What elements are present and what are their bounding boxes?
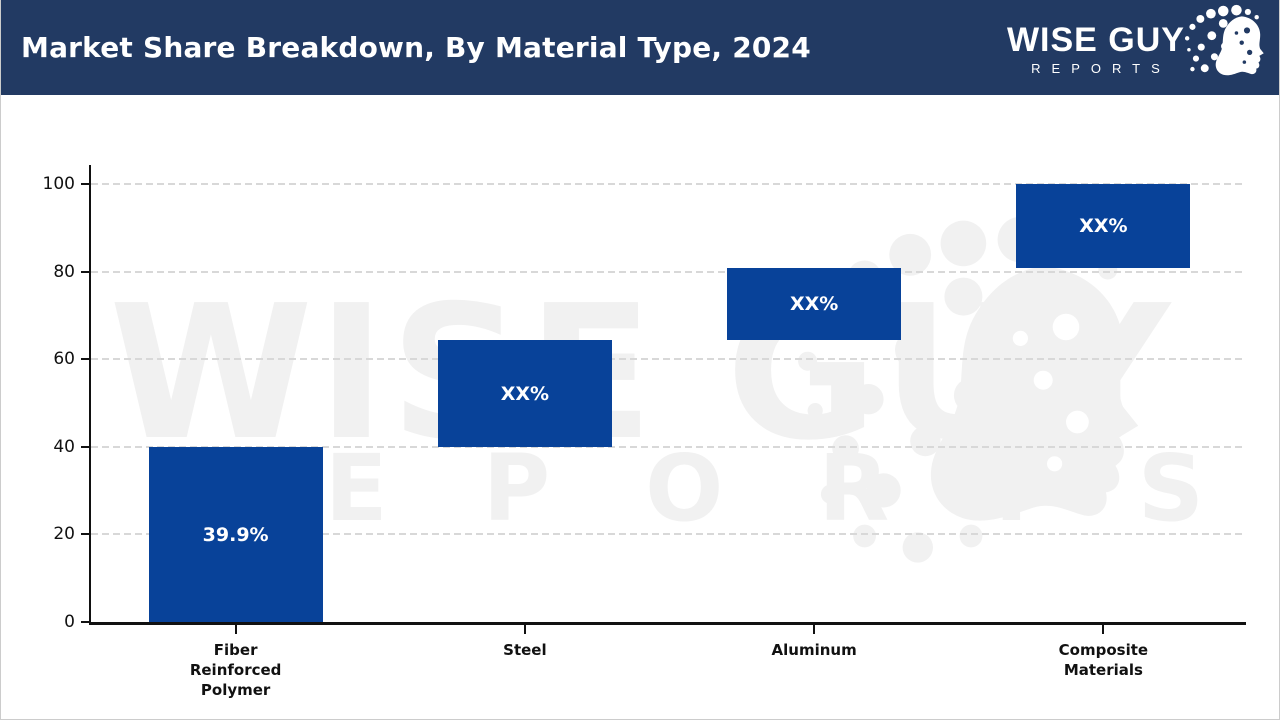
x-axis-tick-fiber-reinforced-polymer xyxy=(234,625,237,634)
x-axis-tick-aluminum xyxy=(813,625,816,634)
bar-value-label: XX% xyxy=(500,382,550,405)
y-axis-label-100: 100 xyxy=(42,173,75,194)
bar-aluminum: XX% xyxy=(727,267,902,340)
y-axis-tick-80 xyxy=(81,270,89,273)
logo-text: WISE GUY REPORTS xyxy=(1007,21,1185,76)
logo-wordmark: WISE GUY xyxy=(1006,20,1185,59)
chart: WISE GUY REPORTS 0 20 40 60 80 100 39.9% Fiber … xyxy=(1,95,1279,719)
y-axis-tick-0 xyxy=(81,621,89,623)
y-axis-label-0: 0 xyxy=(64,612,75,632)
y-axis-tick-60 xyxy=(81,358,89,361)
y-axis-label-20: 20 xyxy=(53,524,75,545)
bar-value-label: XX% xyxy=(1079,214,1128,237)
x-axis-label-composite-materials: Composite Materials xyxy=(1058,641,1149,679)
gridline-40 xyxy=(91,445,1246,448)
gridline-80 xyxy=(91,270,1246,273)
y-axis-label-60: 60 xyxy=(53,349,75,370)
y-axis-label-80: 80 xyxy=(53,261,75,282)
page-title: Market Share Breakdown, By Material Type… xyxy=(21,31,811,64)
y-axis-tick-100 xyxy=(81,182,89,185)
y-axis-label-40: 40 xyxy=(53,436,75,457)
bar-value-label: 39.9% xyxy=(202,523,269,546)
x-axis-tick-steel xyxy=(523,625,526,634)
bar-fiber-reinforced-polymer: 39.9% xyxy=(148,447,323,622)
bar-composite-materials: XX% xyxy=(1016,183,1191,268)
gridline-100 xyxy=(91,182,1246,185)
y-axis-tick-40 xyxy=(81,445,89,448)
x-axis-label-fiber-reinforced-polymer: Fiber Reinforced Polymer xyxy=(189,641,282,699)
wiseguy-head-icon xyxy=(1184,4,1264,76)
header: Market Share Breakdown, By Material Type… xyxy=(1,0,1279,95)
bar-value-label: XX% xyxy=(789,292,839,315)
gridline-60 xyxy=(91,358,1246,361)
logo-subtitle: REPORTS xyxy=(1031,60,1171,76)
x-axis-label-aluminum: Aluminum xyxy=(771,641,857,659)
wiseguy-logo: WISE GUY REPORTS xyxy=(1007,4,1271,92)
x-axis-tick-composite-materials xyxy=(1102,625,1105,634)
gridline-20 xyxy=(91,533,1246,536)
plot-area: 0 20 40 60 80 100 39.9% Fiber Reinforced Polyme… xyxy=(43,165,1246,699)
x-axis-label-steel: Steel xyxy=(503,641,547,659)
bar-steel: XX% xyxy=(437,339,612,448)
y-axis-tick-20 xyxy=(81,533,89,536)
